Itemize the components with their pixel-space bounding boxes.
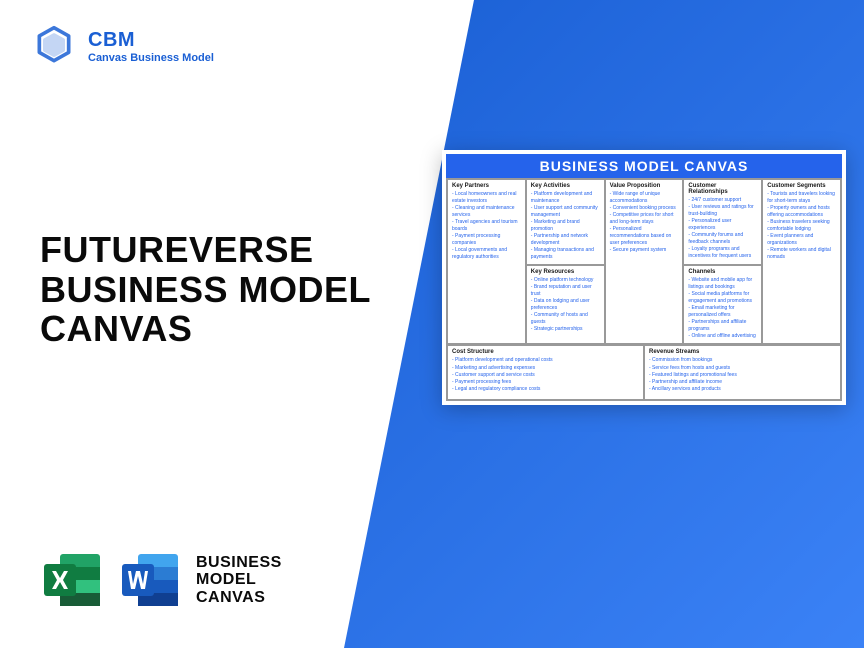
brand-header: CBM Canvas Business Model [32,24,214,68]
cell-cost-structure: Cost Structure - Platform development an… [447,345,644,400]
business-model-canvas: BUSINESS MODEL CANVAS Key Partners - Loc… [442,150,846,405]
excel-icon [40,548,104,612]
footer: BUSINESSMODELCANVAS [40,548,282,612]
footer-label: BUSINESSMODELCANVAS [196,554,282,607]
cell-value-proposition: Value Proposition - Wide range of unique… [605,179,684,344]
canvas-title: BUSINESS MODEL CANVAS [446,154,842,178]
page-title: FUTUREVERSEBUSINESS MODELCANVAS [40,230,371,349]
cell-customer-segments: Customer Segments - Tourists and travele… [762,179,841,344]
cell-revenue-streams: Revenue Streams - Commission from bookin… [644,345,841,400]
cell-key-activities: Key Activities - Platform development an… [526,179,605,265]
cbm-logo-icon [32,24,76,68]
cell-key-resources: Key Resources - Online platform technolo… [526,265,605,344]
cell-customer-relationships: Customer Relationships - 24/7 customer s… [683,179,762,265]
canvas-grid: Key Partners - Local homeowners and real… [446,178,842,345]
brand-name: Canvas Business Model [88,52,214,64]
cell-channels: Channels - Website and mobile app for li… [683,265,762,344]
cell-key-partners: Key Partners - Local homeowners and real… [447,179,526,344]
canvas-bottom-row: Cost Structure - Platform development an… [446,345,842,401]
word-icon [118,548,182,612]
brand-abbrev: CBM [88,29,214,52]
